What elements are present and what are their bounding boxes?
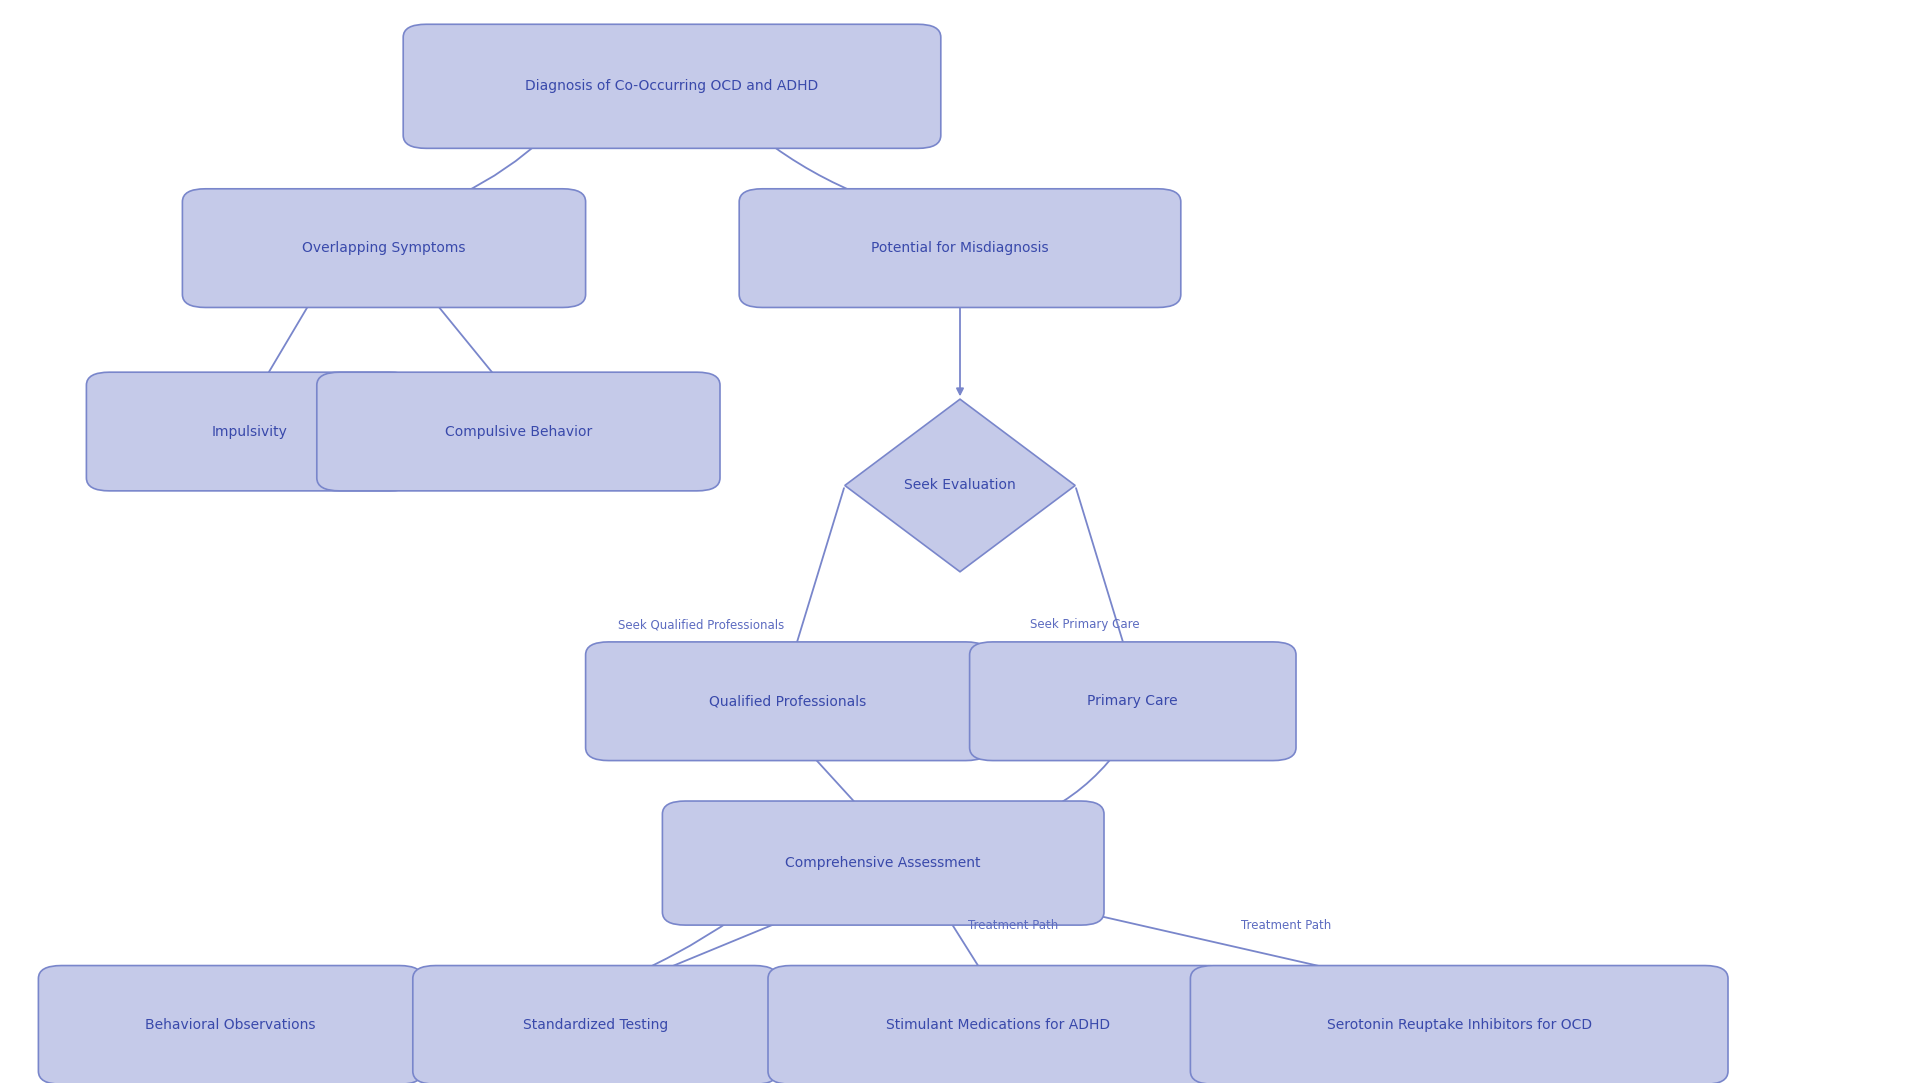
- Text: Stimulant Medications for ADHD: Stimulant Medications for ADHD: [887, 1018, 1110, 1032]
- Text: Seek Qualified Professionals: Seek Qualified Professionals: [618, 618, 783, 631]
- FancyBboxPatch shape: [970, 642, 1296, 760]
- Text: Treatment Path: Treatment Path: [968, 919, 1058, 932]
- Text: Overlapping Symptoms: Overlapping Symptoms: [301, 242, 467, 256]
- Text: Standardized Testing: Standardized Testing: [522, 1018, 668, 1032]
- FancyBboxPatch shape: [768, 966, 1229, 1083]
- FancyBboxPatch shape: [1190, 966, 1728, 1083]
- Text: Seek Primary Care: Seek Primary Care: [1029, 618, 1140, 631]
- Text: Serotonin Reuptake Inhibitors for OCD: Serotonin Reuptake Inhibitors for OCD: [1327, 1018, 1592, 1032]
- FancyBboxPatch shape: [86, 373, 413, 491]
- FancyBboxPatch shape: [182, 188, 586, 308]
- FancyBboxPatch shape: [403, 24, 941, 148]
- FancyBboxPatch shape: [662, 801, 1104, 925]
- Text: Comprehensive Assessment: Comprehensive Assessment: [785, 856, 981, 870]
- FancyBboxPatch shape: [739, 188, 1181, 308]
- Text: Diagnosis of Co-Occurring OCD and ADHD: Diagnosis of Co-Occurring OCD and ADHD: [526, 79, 818, 93]
- Text: Behavioral Observations: Behavioral Observations: [146, 1018, 315, 1032]
- FancyBboxPatch shape: [317, 373, 720, 491]
- FancyBboxPatch shape: [413, 966, 778, 1083]
- FancyBboxPatch shape: [586, 642, 989, 760]
- Text: Impulsivity: Impulsivity: [211, 425, 288, 439]
- Text: Primary Care: Primary Care: [1087, 694, 1179, 708]
- Text: Qualified Professionals: Qualified Professionals: [708, 694, 866, 708]
- FancyBboxPatch shape: [38, 966, 422, 1083]
- Text: Compulsive Behavior: Compulsive Behavior: [445, 425, 591, 439]
- Text: Seek Evaluation: Seek Evaluation: [904, 479, 1016, 493]
- Text: Potential for Misdiagnosis: Potential for Misdiagnosis: [872, 242, 1048, 256]
- Text: Treatment Path: Treatment Path: [1240, 919, 1331, 932]
- Polygon shape: [845, 400, 1075, 572]
